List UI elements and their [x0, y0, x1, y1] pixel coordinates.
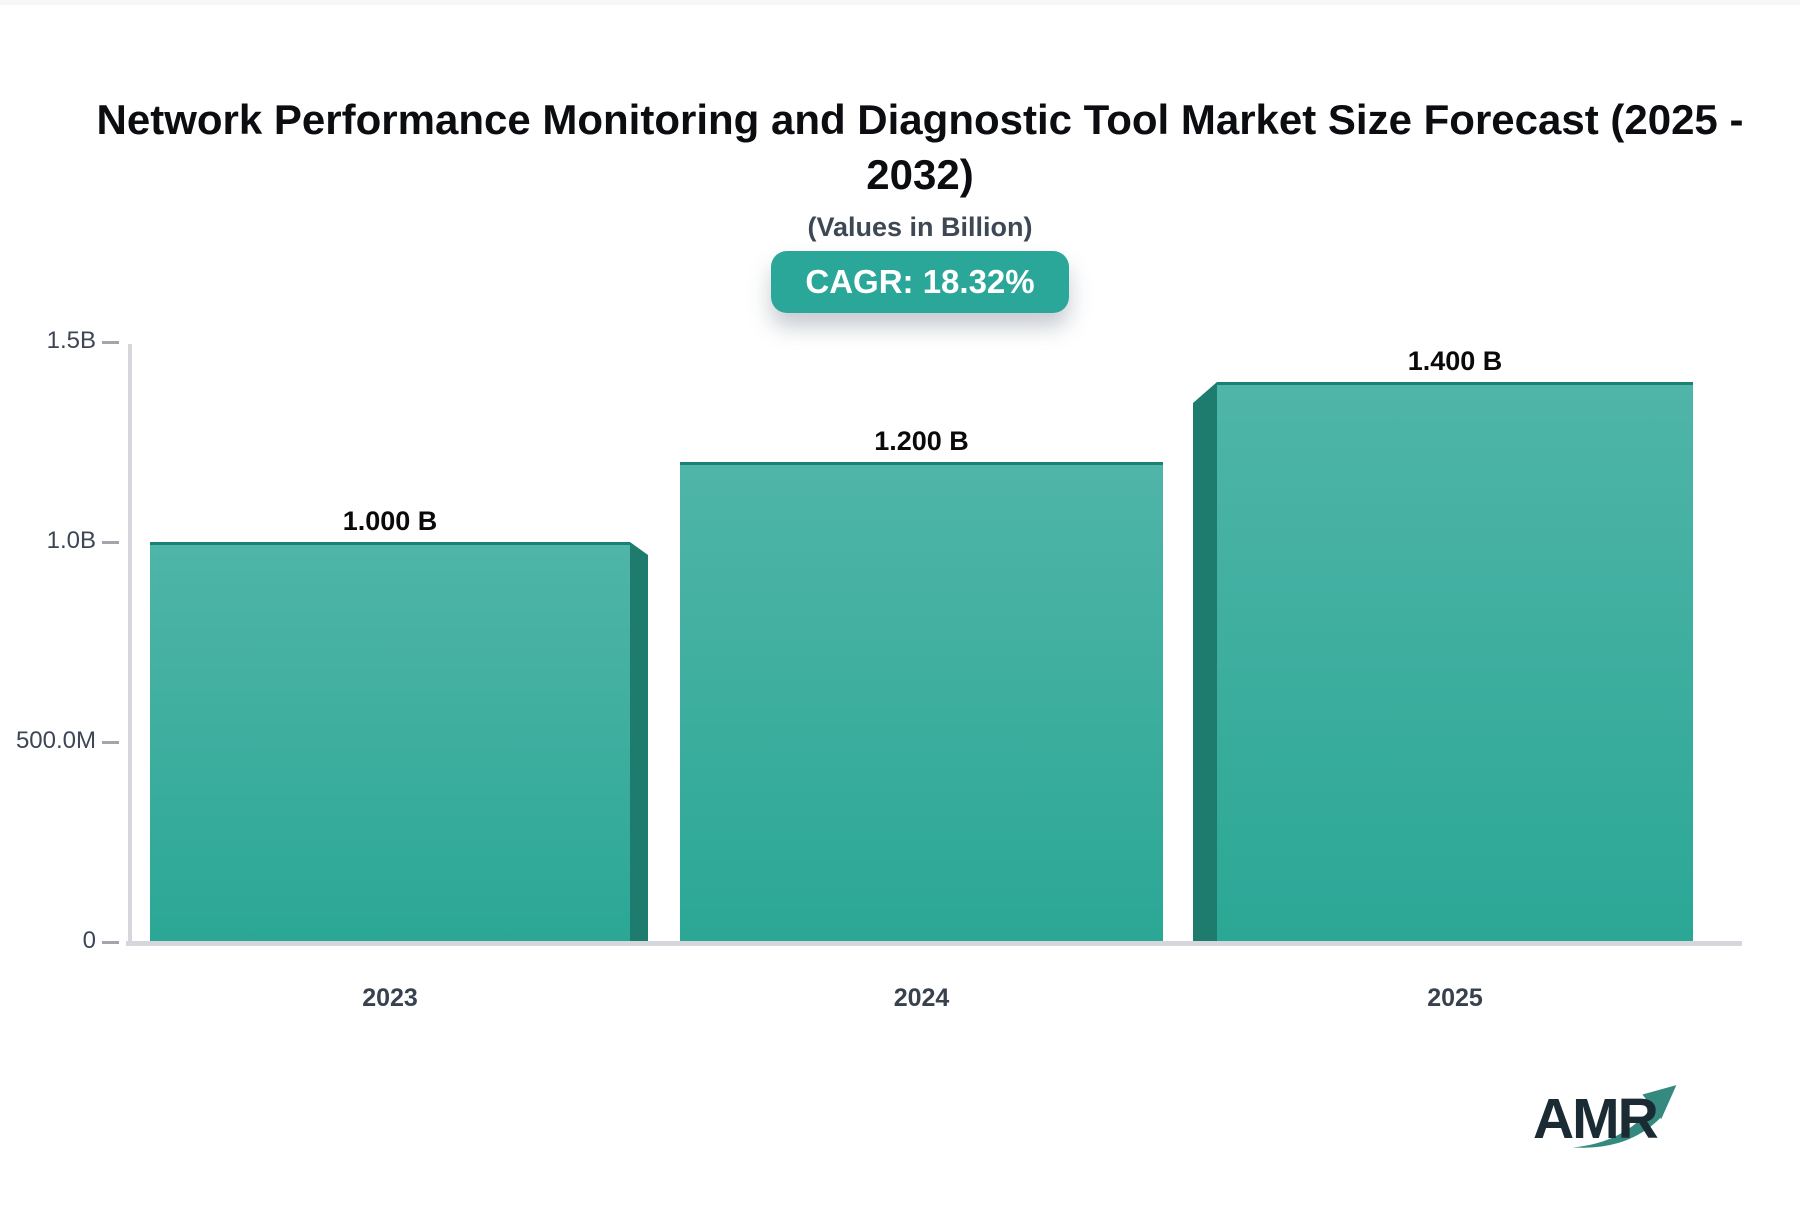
chart-header: Network Performance Monitoring and Diagn…	[60, 92, 1780, 313]
top-strip	[0, 0, 1800, 5]
y-axis-tick-label: 1.0B	[46, 527, 96, 554]
bar-2024	[680, 462, 1163, 941]
chart-subtitle: (Values in Billion)	[807, 212, 1033, 242]
bar-value-label: 1.400 B	[1407, 346, 1503, 376]
chart-title: Network Performance Monitoring and Diagn…	[96, 96, 1744, 198]
cagr-badge: CAGR: 18.32%	[771, 251, 1069, 313]
y-axis-line	[128, 344, 132, 943]
bar-2023	[150, 542, 630, 941]
bar-2025	[1217, 382, 1693, 941]
x-axis-line	[126, 941, 1742, 946]
y-axis-tick-label: 0	[82, 927, 96, 954]
bar-value-label: 1.000 B	[342, 506, 438, 536]
x-axis-label: 2025	[1427, 984, 1483, 1012]
growth-arrow-icon	[1572, 1085, 1677, 1148]
y-axis-tick-label: 1.5B	[46, 327, 96, 354]
y-axis-tick-mark	[102, 741, 119, 744]
y-axis-tick-mark	[102, 341, 119, 344]
x-axis-label: 2024	[893, 984, 950, 1012]
y-axis-tick-label: 500.0M	[15, 727, 96, 754]
logo-text: AMR	[1533, 1087, 1659, 1151]
bar-value-label: 1.200 B	[874, 426, 969, 456]
bar-2023-side-face	[630, 542, 648, 941]
y-axis-tick-mark	[102, 941, 119, 944]
badge-row: CAGR: 18.32%	[60, 243, 1780, 313]
x-axis-label: 2023	[362, 984, 418, 1012]
y-axis-tick-mark	[102, 541, 119, 544]
amr-logo: AMR	[1533, 1085, 1723, 1181]
bar-2025-side-face	[1193, 382, 1217, 941]
